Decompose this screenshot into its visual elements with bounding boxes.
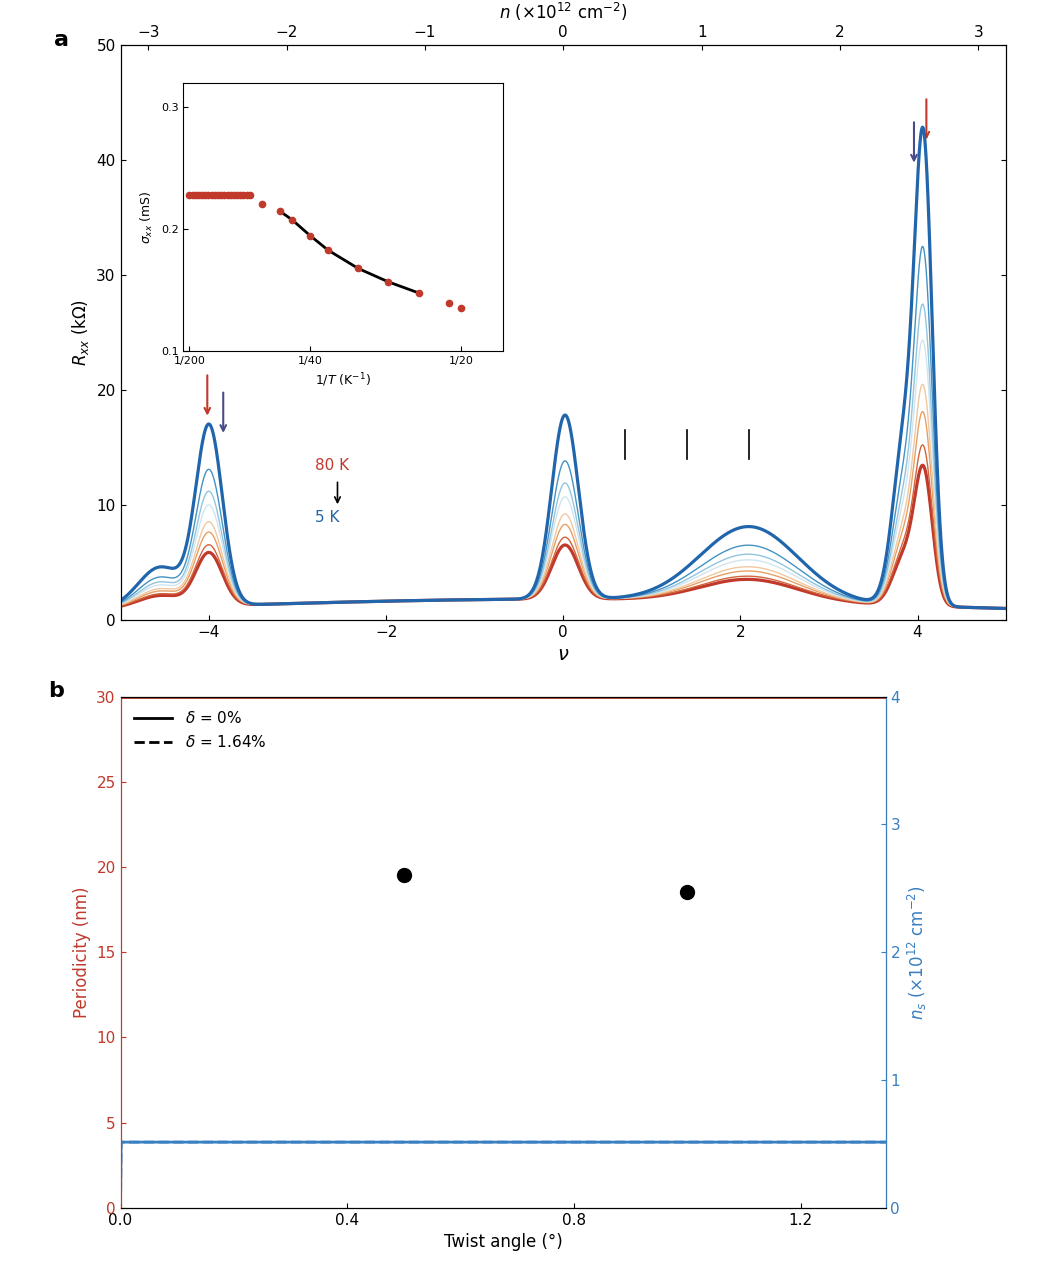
Legend: $\delta$ = 0%, $\delta$ = 1.64%: $\delta$ = 0%, $\delta$ = 1.64% [128,704,272,757]
X-axis label: 1/$T$ (K$^{-1}$): 1/$T$ (K$^{-1}$) [315,372,371,390]
Text: 80 K: 80 K [315,459,349,473]
Y-axis label: $\sigma_{xx}$ (mS): $\sigma_{xx}$ (mS) [139,190,155,244]
X-axis label: $n$ ($\times$10$^{12}$ cm$^{-2}$): $n$ ($\times$10$^{12}$ cm$^{-2}$) [499,1,628,23]
X-axis label: $\nu$: $\nu$ [558,645,569,665]
Text: 5 K: 5 K [315,510,340,525]
Y-axis label: $n_s$ ($\times$10$^{12}$ cm$^{-2}$): $n_s$ ($\times$10$^{12}$ cm$^{-2}$) [905,884,929,1020]
Text: b: b [48,681,64,702]
X-axis label: Twist angle (°): Twist angle (°) [443,1233,563,1251]
Y-axis label: $R_{xx}$ (k$\Omega$): $R_{xx}$ (k$\Omega$) [70,299,91,366]
Text: a: a [54,31,69,50]
Y-axis label: Periodicity (nm): Periodicity (nm) [72,887,91,1017]
